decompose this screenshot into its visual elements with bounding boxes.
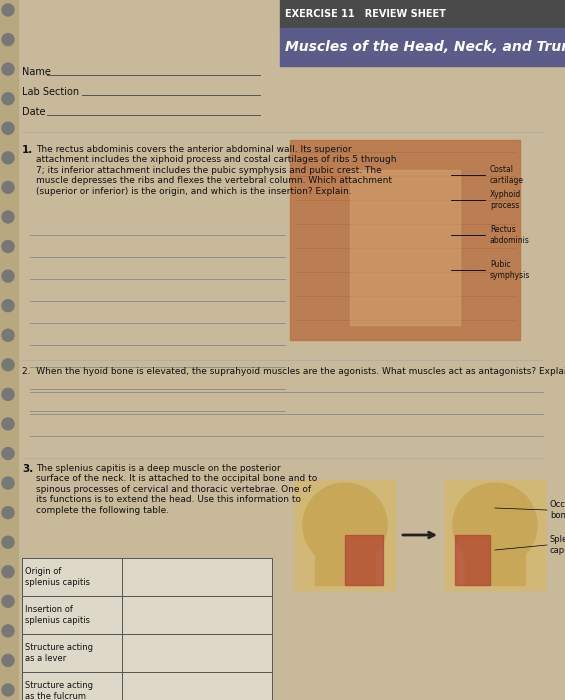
Circle shape [2, 300, 14, 312]
Circle shape [2, 654, 14, 666]
Text: Splenius
capitis: Splenius capitis [550, 536, 565, 554]
Text: The rectus abdominis covers the anterior abdominal wall. Its superior
attachment: The rectus abdominis covers the anterior… [36, 145, 397, 195]
Circle shape [2, 211, 14, 223]
Circle shape [2, 418, 14, 430]
Circle shape [2, 595, 14, 608]
Bar [445, 480, 545, 590]
Bar [295, 480, 395, 590]
Bar [22, 596, 272, 634]
Circle shape [2, 329, 14, 341]
Text: Structure acting
as a lever: Structure acting as a lever [25, 643, 93, 663]
Text: Name: Name [22, 67, 51, 77]
Bar [280, 0, 565, 28]
Circle shape [2, 359, 14, 371]
Circle shape [2, 152, 14, 164]
Text: Pubic
symphysis: Pubic symphysis [490, 260, 531, 280]
Circle shape [2, 536, 14, 548]
Bar [0, 0, 18, 700]
Text: 2.  When the hyoid bone is elevated, the suprahyoid muscles are the agonists. Wh: 2. When the hyoid bone is elevated, the … [22, 367, 565, 376]
Circle shape [2, 63, 14, 75]
Bar [22, 672, 272, 700]
Text: EXERCISE 11   REVIEW SHEET: EXERCISE 11 REVIEW SHEET [285, 9, 446, 19]
Circle shape [2, 4, 14, 16]
Text: Origin of
splenius capitis: Origin of splenius capitis [25, 567, 90, 587]
Bar [345, 535, 383, 585]
Circle shape [2, 122, 14, 134]
Bar [465, 540, 525, 585]
Bar [22, 558, 272, 596]
Circle shape [2, 34, 14, 46]
Circle shape [2, 241, 14, 253]
Bar [290, 140, 520, 340]
Bar [315, 540, 375, 585]
Text: Costal
cartilage: Costal cartilage [490, 165, 524, 185]
Circle shape [2, 625, 14, 637]
Circle shape [2, 447, 14, 459]
Text: Date: Date [22, 107, 46, 117]
Circle shape [453, 483, 537, 567]
Text: Insertion of
splenius capitis: Insertion of splenius capitis [25, 606, 90, 624]
Text: The splenius capitis is a deep muscle on the posterior
surface of the neck. It i: The splenius capitis is a deep muscle on… [36, 464, 318, 514]
Text: Occipital
bone: Occipital bone [550, 500, 565, 519]
Bar [22, 634, 272, 672]
Bar [280, 28, 565, 66]
Text: Muscles of the Head, Neck, and Trunk: Muscles of the Head, Neck, and Trunk [285, 40, 565, 54]
Bar [350, 170, 460, 325]
Text: 3.: 3. [22, 464, 33, 474]
Circle shape [2, 181, 14, 193]
Circle shape [2, 92, 14, 105]
Text: Lab Section: Lab Section [22, 87, 79, 97]
Circle shape [303, 483, 387, 567]
Text: Structure acting
as the fulcrum: Structure acting as the fulcrum [25, 681, 93, 700]
Bar [455, 535, 490, 585]
Text: Rectus
abdominis: Rectus abdominis [490, 225, 530, 245]
Circle shape [2, 270, 14, 282]
Circle shape [2, 389, 14, 400]
Circle shape [2, 684, 14, 696]
Text: 1.: 1. [22, 145, 33, 155]
Circle shape [2, 507, 14, 519]
Text: Xyphoid
process: Xyphoid process [490, 190, 521, 210]
Circle shape [2, 566, 14, 578]
Circle shape [2, 477, 14, 489]
